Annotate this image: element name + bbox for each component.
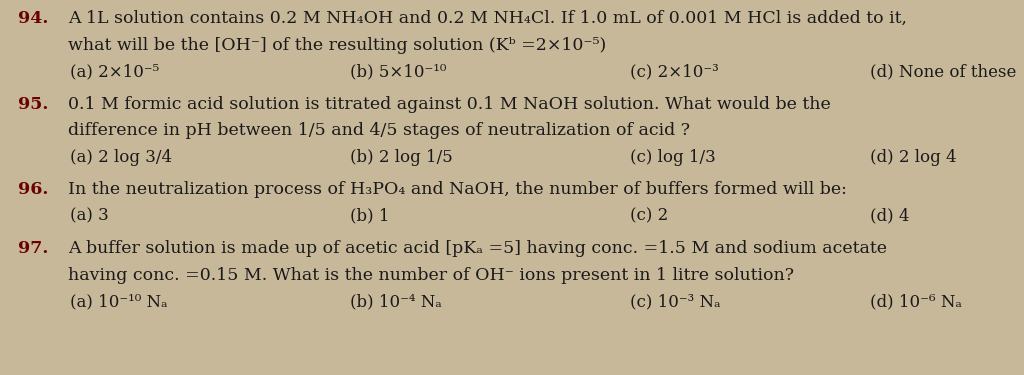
Text: (a) 2 log 3/4: (a) 2 log 3/4 (70, 148, 172, 165)
Text: A buffer solution is made up of acetic acid [pKₐ =5] having conc. =1.5 M and sod: A buffer solution is made up of acetic a… (68, 240, 887, 257)
Text: having conc. =0.15 M. What is the number of OH⁻ ions present in 1 litre solution: having conc. =0.15 M. What is the number… (68, 267, 794, 284)
Text: 96.: 96. (18, 181, 48, 198)
Text: (d) 10⁻⁶ Nₐ: (d) 10⁻⁶ Nₐ (870, 293, 962, 310)
Text: (b) 5×10⁻¹⁰: (b) 5×10⁻¹⁰ (350, 63, 446, 80)
Text: (a) 10⁻¹⁰ Nₐ: (a) 10⁻¹⁰ Nₐ (70, 293, 168, 310)
Text: (b) 10⁻⁴ Nₐ: (b) 10⁻⁴ Nₐ (350, 293, 441, 310)
Text: (d) 2 log 4: (d) 2 log 4 (870, 148, 956, 165)
Text: 97.: 97. (18, 240, 48, 257)
Text: (c) 2×10⁻³: (c) 2×10⁻³ (630, 63, 719, 80)
Text: (b) 1: (b) 1 (350, 207, 389, 225)
Text: (d) None of these: (d) None of these (870, 63, 1017, 80)
Text: (b) 2 log 1/5: (b) 2 log 1/5 (350, 148, 453, 165)
Text: what will be the [OH⁻] of the resulting solution (Kᵇ =2×10⁻⁵): what will be the [OH⁻] of the resulting … (68, 36, 606, 54)
Text: A 1L solution contains 0.2 M NH₄OH and 0.2 M NH₄Cl. If 1.0 mL of 0.001 M HCl is : A 1L solution contains 0.2 M NH₄OH and 0… (68, 10, 907, 27)
Text: difference in pH between 1/5 and 4/5 stages of neutralization of acid ?: difference in pH between 1/5 and 4/5 sta… (68, 122, 690, 139)
Text: (c) log 1/3: (c) log 1/3 (630, 148, 716, 165)
Text: In the neutralization process of H₃PO₄ and NaOH, the number of buffers formed wi: In the neutralization process of H₃PO₄ a… (68, 181, 847, 198)
Text: 94.: 94. (18, 10, 48, 27)
Text: (d) 4: (d) 4 (870, 207, 909, 225)
Text: 0.1 M formic acid solution is titrated against 0.1 M NaOH solution. What would b: 0.1 M formic acid solution is titrated a… (68, 96, 830, 112)
Text: 95.: 95. (18, 96, 48, 112)
Text: (c) 10⁻³ Nₐ: (c) 10⁻³ Nₐ (630, 293, 721, 310)
Text: (a) 2×10⁻⁵: (a) 2×10⁻⁵ (70, 63, 160, 80)
Text: (a) 3: (a) 3 (70, 207, 109, 225)
Text: (c) 2: (c) 2 (630, 207, 669, 225)
